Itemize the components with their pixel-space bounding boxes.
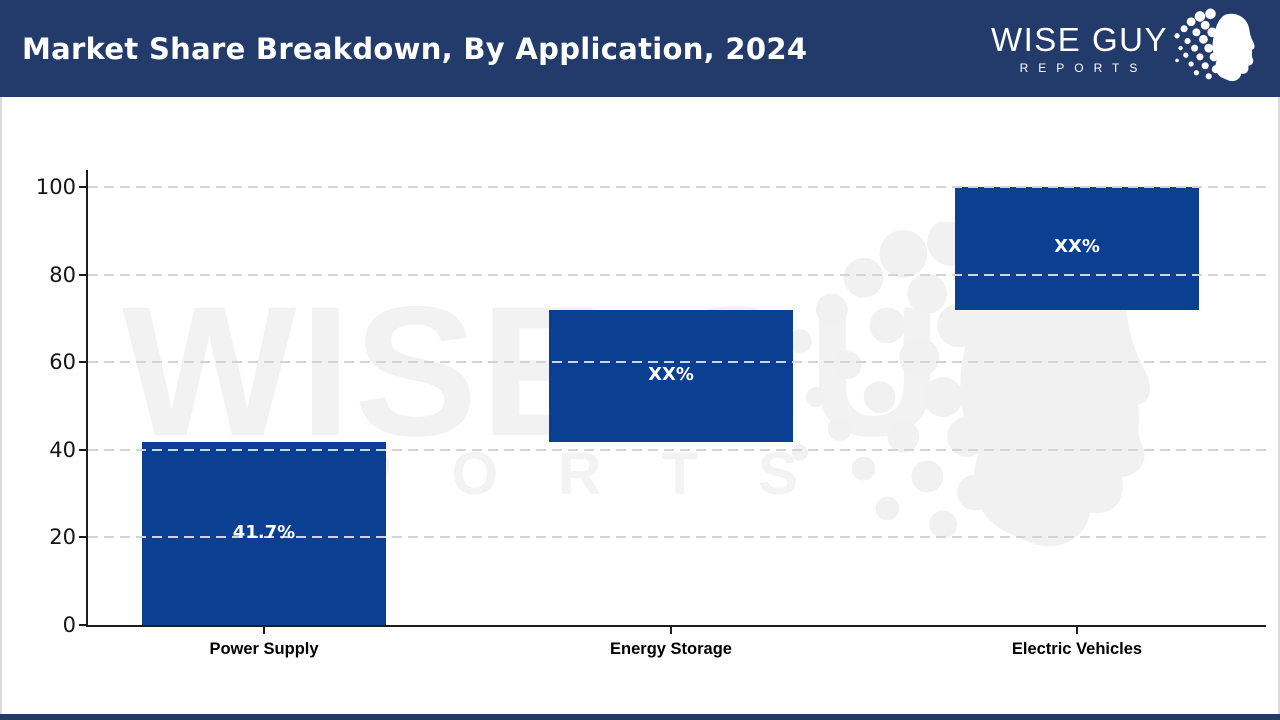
y-tick-label: 80: [49, 262, 76, 287]
dotted-face-profile-icon: [1174, 8, 1255, 81]
watermark-face-icon: [788, 222, 1151, 547]
gridline: [88, 361, 1266, 364]
left-page-edge: [0, 97, 2, 720]
y-tick-mark: [79, 273, 87, 276]
header-bar: Market Share Breakdown, By Application, …: [0, 0, 1280, 97]
wise-guy-logo: WISE GUY REPORTS: [991, 7, 1258, 91]
y-tick-label: 100: [35, 175, 76, 199]
x-axis-label-energy-storage: Energy Storage: [610, 640, 732, 658]
x-tick-mark: [1076, 627, 1078, 634]
y-axis-spine: [86, 170, 88, 627]
gridline: [88, 448, 1266, 451]
logo-primary-text: WISE GUY: [990, 20, 1168, 58]
bar-value-label-electric-vehicles: XX%: [1054, 236, 1100, 258]
x-axis-label-power-supply: Power Supply: [209, 640, 319, 658]
right-page-edge: [1278, 97, 1280, 720]
y-tick-mark: [79, 361, 87, 364]
logo-secondary-text: REPORTS: [1019, 60, 1148, 75]
y-tick-label: 40: [49, 437, 76, 462]
gridline: [88, 536, 1266, 539]
y-tick-mark: [79, 186, 87, 188]
y-tick-mark: [79, 536, 87, 539]
y-tick-label: 0: [62, 613, 76, 637]
bar-electric-vehicles: [955, 187, 1199, 310]
y-tick-mark: [79, 448, 87, 451]
logo-wordmark: WISE GUY REPORTS: [991, 23, 1168, 75]
page-title: Market Share Breakdown, By Application, …: [22, 31, 808, 66]
bar-value-label-energy-storage: XX%: [648, 363, 694, 385]
x-tick-mark: [263, 627, 265, 634]
y-tick-mark: [79, 624, 87, 626]
bar-value-label-power-supply: 41.7%: [232, 521, 296, 543]
y-tick-label: 20: [49, 525, 76, 550]
x-axis-spine: [86, 625, 1266, 627]
x-tick-mark: [670, 627, 672, 634]
x-axis-label-electric-vehicles: Electric Vehicles: [1011, 640, 1143, 658]
bar-energy-storage: [549, 309, 793, 443]
bar-power-supply: [142, 442, 386, 625]
y-tick-label: 60: [49, 350, 76, 375]
footer-bar: [0, 714, 1280, 720]
gridline: [88, 273, 1266, 276]
gridline: [88, 186, 1266, 188]
